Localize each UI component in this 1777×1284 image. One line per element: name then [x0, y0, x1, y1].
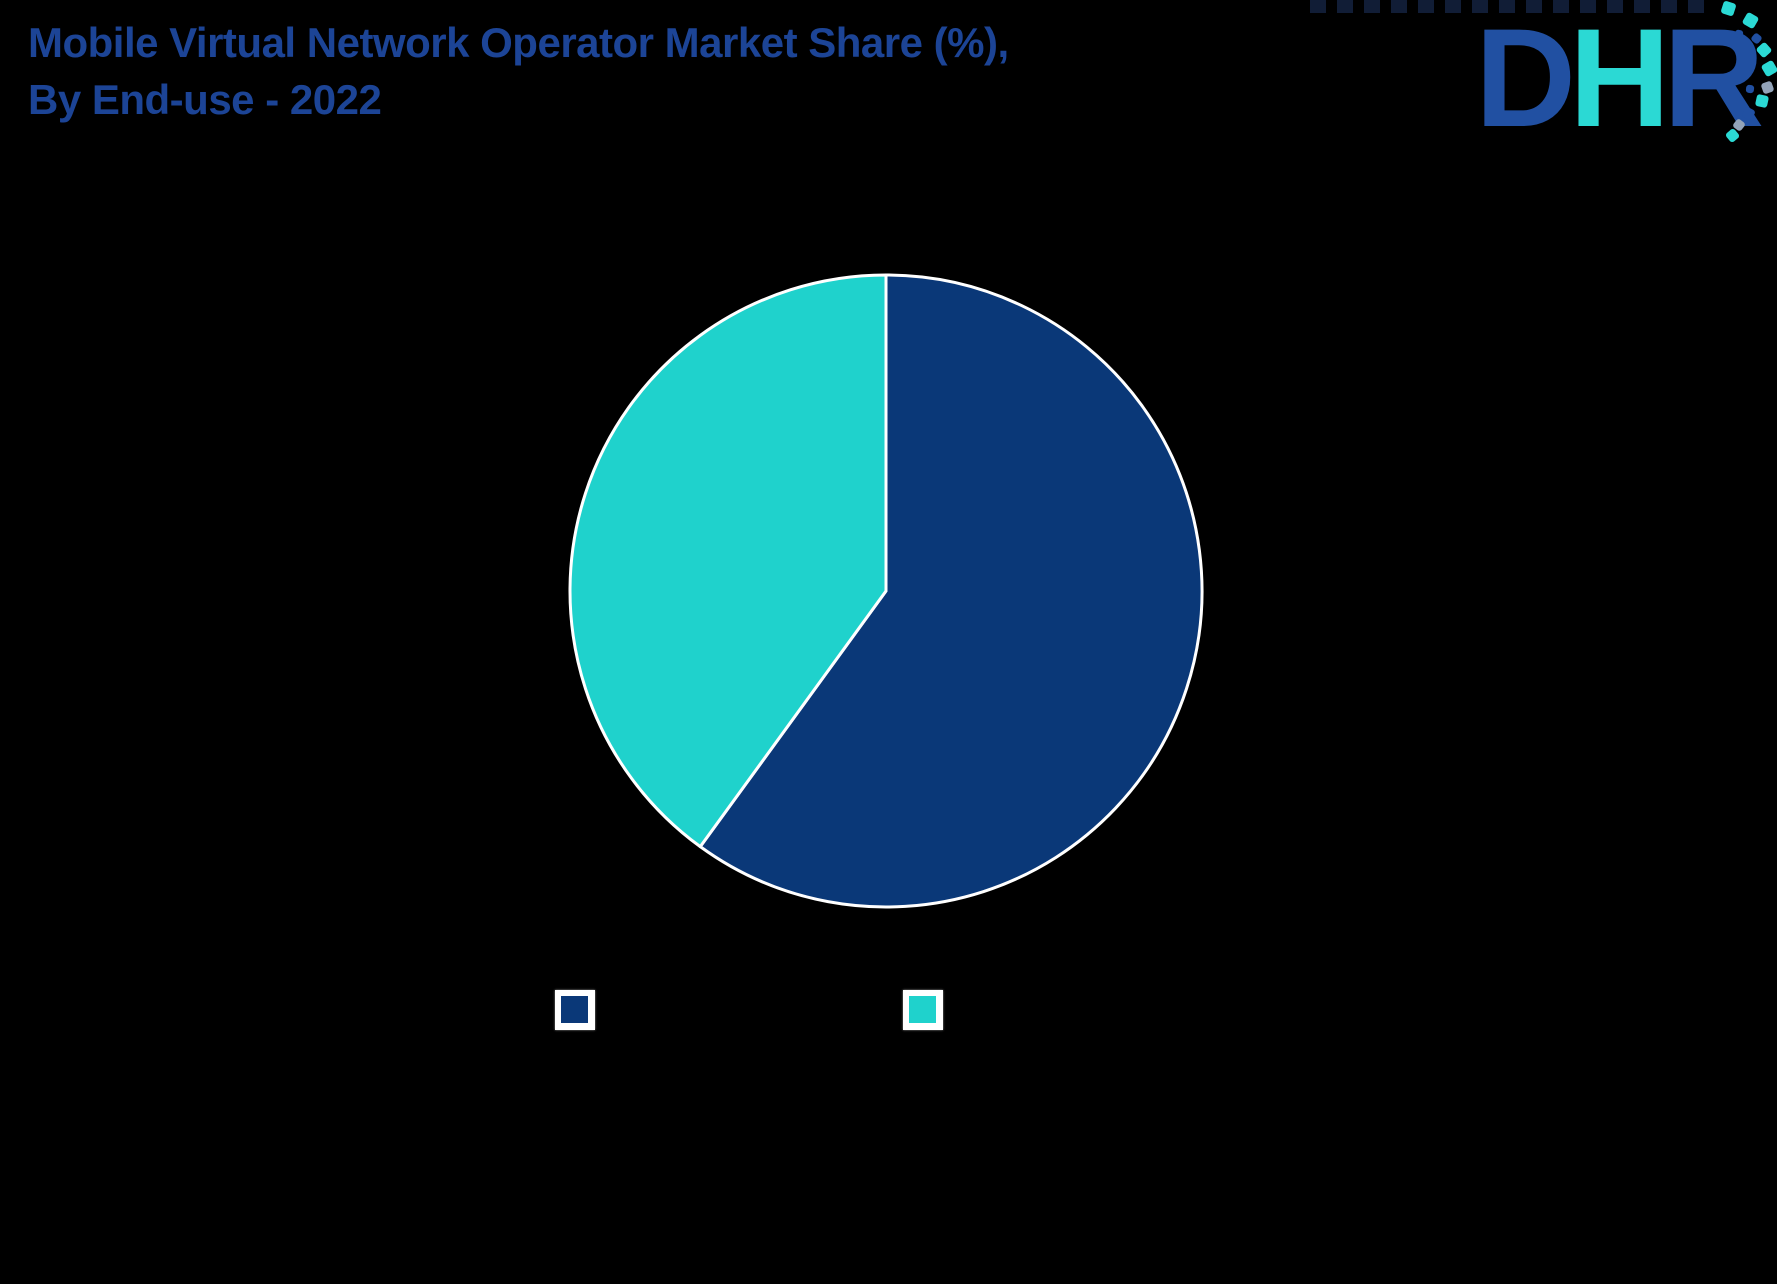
- logo-dot-icon: [1760, 80, 1775, 95]
- legend-item: [555, 990, 609, 1030]
- logo-letter-h: H: [1569, 0, 1670, 156]
- dhr-logo-letters: DHR: [1475, 8, 1764, 148]
- legend-swatch: [561, 996, 588, 1023]
- dhr-logo: DHR: [1310, 0, 1777, 160]
- chart-title-line-2: By End-use - 2022: [28, 76, 382, 123]
- logo-dot-icon: [1745, 84, 1755, 94]
- pie-slice: [568, 273, 888, 849]
- logo-letter-d: D: [1475, 0, 1576, 156]
- pie-slice: [698, 273, 1204, 909]
- pie-chart: [568, 273, 1204, 909]
- logo-letter-r: R: [1663, 0, 1764, 156]
- logo-dot-icon: [1760, 59, 1777, 78]
- chart-title: Mobile Virtual Network Operator Market S…: [28, 14, 1009, 128]
- legend-item: [903, 990, 957, 1030]
- legend-swatch-frame: [903, 990, 943, 1030]
- logo-dot-icon: [1754, 93, 1770, 109]
- logo-dot-icon: [1755, 41, 1773, 59]
- legend-swatch-frame: [555, 990, 595, 1030]
- legend-swatch: [909, 996, 936, 1023]
- clipped-text-fragment: [1310, 0, 1712, 13]
- chart-title-line-1: Mobile Virtual Network Operator Market S…: [28, 19, 1009, 66]
